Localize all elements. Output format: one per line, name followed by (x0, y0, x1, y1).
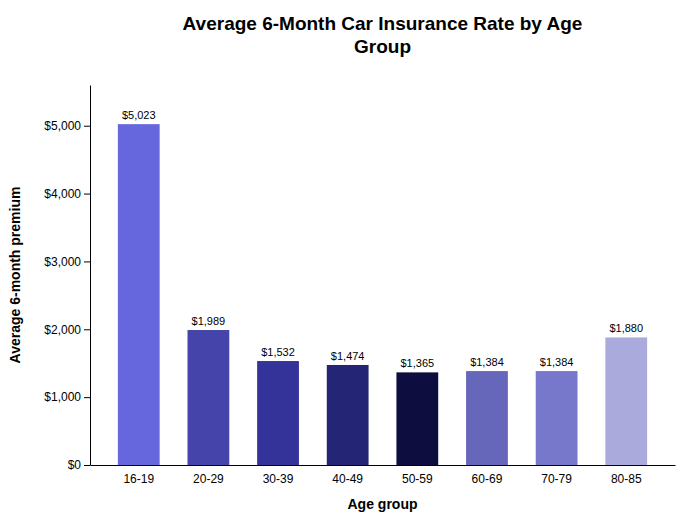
bar (466, 371, 508, 465)
x-tick: 70-79 (541, 472, 572, 486)
x-tick-label: 70-79 (541, 472, 572, 486)
y-axis: $0 $1,000 $2,000 $3,000 $4,000 $5,000 (44, 86, 90, 473)
y-tick: $4,000 (44, 187, 90, 201)
x-axis-line (91, 465, 676, 466)
y-tick-label: $2,000 (44, 323, 81, 337)
y-tick: $3,000 (44, 255, 90, 269)
bar (396, 372, 438, 465)
y-tick: $2,000 (44, 323, 90, 337)
x-tick: 30-39 (263, 472, 294, 486)
title-line: Group (354, 36, 411, 57)
bar (257, 361, 299, 465)
bar (188, 330, 230, 465)
x-tick: 20-29 (193, 472, 224, 486)
y-tick: $0 (68, 458, 90, 472)
x-tick: 50-59 (402, 472, 433, 486)
y-tick-label: $1,000 (44, 390, 81, 404)
y-axis-line (90, 86, 91, 466)
chart: $5,023 $1,989 $1,532 $1,474 $1,365 $1,384 $1,3… (0, 0, 700, 525)
y-tick-mark (84, 194, 90, 195)
data-label: $1,532 (261, 346, 295, 358)
y-tick-mark (84, 126, 90, 127)
bar (536, 371, 578, 465)
plot-area: $5,023 $1,989 $1,532 $1,474 $1,365 $1,384 $1,3… (44, 86, 675, 486)
bars (118, 124, 647, 465)
x-tick-label: 16-19 (123, 472, 154, 486)
y-axis-title: Average 6-month premium (7, 187, 23, 364)
x-tick-label: 60-69 (472, 472, 503, 486)
data-label: $1,365 (400, 357, 434, 369)
x-tick-label: 30-39 (263, 472, 294, 486)
y-tick-label: $5,000 (44, 119, 81, 133)
title-line: Average 6-Month Car Insurance Rate by Ag… (183, 13, 583, 34)
bar (118, 124, 160, 465)
x-tick-label: 20-29 (193, 472, 224, 486)
x-axis-title: Age group (348, 496, 418, 512)
title: Average 6-Month Car Insurance Rate by Ag… (183, 13, 583, 57)
x-axis: 16-19 20-29 30-39 40-49 50-59 60-69 70-79 80-85 (91, 466, 676, 486)
data-label: $1,474 (331, 350, 365, 362)
data-label: $1,880 (609, 322, 643, 334)
y-tick-label: $0 (68, 458, 82, 472)
data-label: $1,384 (470, 356, 504, 368)
y-tick: $5,000 (44, 119, 90, 133)
data-label: $5,023 (122, 109, 156, 121)
x-tick-label: 80-85 (611, 472, 642, 486)
x-tick: 80-85 (611, 472, 642, 486)
y-tick-mark (84, 397, 90, 398)
bar (605, 337, 647, 465)
data-label: $1,384 (540, 356, 574, 368)
data-labels: $5,023 $1,989 $1,532 $1,474 $1,365 $1,384 $1,3… (122, 109, 643, 369)
x-tick: 60-69 (472, 472, 503, 486)
data-label: $1,989 (192, 315, 226, 327)
x-tick-label: 50-59 (402, 472, 433, 486)
x-tick: 16-19 (123, 472, 154, 486)
y-tick-label: $3,000 (44, 255, 81, 269)
y-tick-mark (84, 261, 90, 262)
x-tick-label: 40-49 (332, 472, 363, 486)
bar (327, 365, 369, 465)
x-tick: 40-49 (332, 472, 363, 486)
y-tick-mark (84, 465, 90, 466)
y-tick-label: $4,000 (44, 187, 81, 201)
y-tick: $1,000 (44, 390, 90, 404)
y-tick-mark (84, 329, 90, 330)
